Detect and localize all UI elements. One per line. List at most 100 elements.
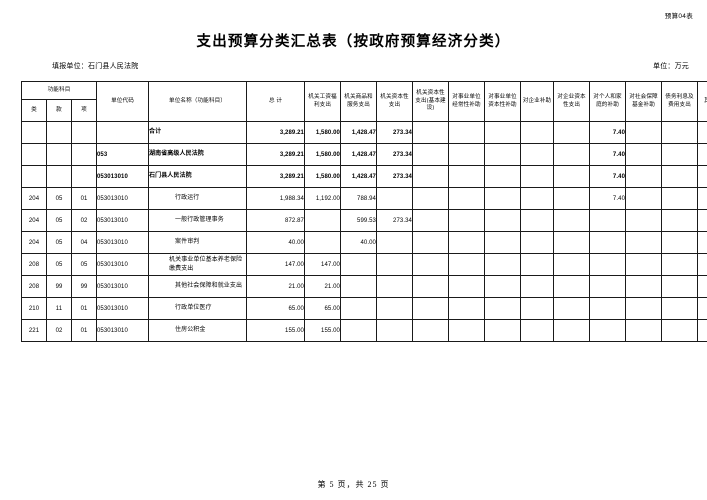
cell-c6 bbox=[484, 319, 521, 342]
table-row: 053 湖南省高级人民法院 3,289.21 1,580.00 1,428.47 273.… bbox=[21, 143, 707, 166]
cell-c5 bbox=[448, 253, 485, 276]
cell-c10 bbox=[625, 231, 662, 254]
cell-unit_code: 053013010 bbox=[96, 319, 149, 342]
th-functional-subject-group: 功能科目 bbox=[21, 81, 97, 100]
cell-c4 bbox=[412, 165, 449, 188]
cell-c8 bbox=[553, 165, 590, 188]
cell-unit_name: 一般行政管理事务 bbox=[148, 209, 247, 232]
cell-c3: 273.34 bbox=[376, 209, 413, 232]
cell-kuan: 11 bbox=[46, 297, 72, 320]
cell-c4 bbox=[412, 143, 449, 166]
reporting-unit-label: 填报单位：石门县人民法院 bbox=[52, 63, 139, 70]
cell-total: 155.00 bbox=[246, 319, 305, 342]
table-row: 208 05 05 053013010 机关事业单位基本养老保险缴费支出 147.00 14… bbox=[21, 253, 707, 276]
cell-xiang: 01 bbox=[71, 297, 97, 320]
cell-c3 bbox=[376, 297, 413, 320]
cell-c5 bbox=[448, 319, 485, 342]
cell-c2: 1,428.47 bbox=[340, 143, 377, 166]
cell-lei bbox=[21, 121, 47, 144]
cell-lei: 204 bbox=[21, 231, 47, 254]
cell-c6 bbox=[484, 121, 521, 144]
page-title: 支出预算分类汇总表（按政府预算经济分类） bbox=[196, 34, 511, 50]
cell-c4 bbox=[412, 231, 449, 254]
table-head: 功能科目 单位代码 单位名称（功能科目） 总 计 机关工资福利支出 机关商品和服… bbox=[21, 81, 707, 122]
cell-c12 bbox=[697, 187, 707, 210]
cell-c8 bbox=[553, 275, 590, 298]
cell-c5 bbox=[448, 165, 485, 188]
cell-unit_code: 053013010 bbox=[96, 275, 149, 298]
th-goods-services: 机关商品和服务支出 bbox=[340, 81, 377, 122]
cell-total: 21.00 bbox=[246, 275, 305, 298]
cell-kuan: 05 bbox=[46, 209, 72, 232]
header-row-subject-codes: 类 款 项 bbox=[21, 99, 707, 122]
cell-total: 3,289.21 bbox=[246, 143, 305, 166]
cell-c4 bbox=[412, 121, 449, 144]
cell-lei: 208 bbox=[21, 253, 47, 276]
cell-kuan bbox=[46, 143, 72, 166]
th-unit-name: 单位名称（功能科目） bbox=[148, 81, 247, 122]
cell-c6 bbox=[484, 143, 521, 166]
cell-c3: 273.34 bbox=[376, 121, 413, 144]
th-total: 总 计 bbox=[246, 81, 305, 122]
cell-c10 bbox=[625, 319, 662, 342]
cell-unit_name: 石门县人民法院 bbox=[148, 165, 247, 188]
cell-c2: 40.00 bbox=[340, 231, 377, 254]
cell-c8 bbox=[553, 209, 590, 232]
cell-c9 bbox=[589, 231, 626, 254]
cell-c11 bbox=[661, 143, 698, 166]
cell-c12 bbox=[697, 319, 707, 342]
cell-c5 bbox=[448, 231, 485, 254]
table-body: 合计 3,289.21 1,580.00 1,428.47 273.34 7.40 053 湖… bbox=[21, 121, 707, 342]
cell-unit_code: 053013010 bbox=[96, 165, 149, 188]
cell-c12 bbox=[697, 165, 707, 188]
cell-c9 bbox=[589, 275, 626, 298]
cell-total: 147.00 bbox=[246, 253, 305, 276]
th-salary-benefits: 机关工资福利支出 bbox=[304, 81, 341, 122]
cell-c2: 1,428.47 bbox=[340, 165, 377, 188]
cell-c7 bbox=[520, 231, 554, 254]
amount-unit-label: 单位：万元 bbox=[653, 63, 689, 70]
th-debt-interest-expense: 债务利息及费用支出 bbox=[661, 81, 698, 122]
cell-c9 bbox=[589, 253, 626, 276]
cell-c3: 273.34 bbox=[376, 143, 413, 166]
cell-c10 bbox=[625, 187, 662, 210]
cell-c6 bbox=[484, 275, 521, 298]
cell-xiang: 99 bbox=[71, 275, 97, 298]
cell-unit_name: 合计 bbox=[148, 121, 247, 144]
cell-total: 65.00 bbox=[246, 297, 305, 320]
cell-kuan bbox=[46, 121, 72, 144]
cell-kuan: 05 bbox=[46, 231, 72, 254]
cell-unit_code: 053013010 bbox=[96, 209, 149, 232]
th-lei: 类 bbox=[21, 99, 47, 122]
cell-kuan: 05 bbox=[46, 187, 72, 210]
cell-total: 872.87 bbox=[246, 209, 305, 232]
cell-c10 bbox=[625, 209, 662, 232]
cell-c12 bbox=[697, 253, 707, 276]
cell-xiang: 04 bbox=[71, 231, 97, 254]
cell-unit_name: 住房公积金 bbox=[148, 319, 247, 342]
th-enterprise-capital-expenditure: 对企业资本性支出 bbox=[553, 81, 590, 122]
cell-kuan bbox=[46, 165, 72, 188]
cell-unit_name: 行政运行 bbox=[148, 187, 247, 210]
cell-xiang: 05 bbox=[71, 253, 97, 276]
meta-row: 填报单位：石门县人民法院 单位：万元 bbox=[0, 61, 707, 73]
cell-c4 bbox=[412, 275, 449, 298]
cell-c9 bbox=[589, 297, 626, 320]
cell-c9 bbox=[589, 319, 626, 342]
cell-c11 bbox=[661, 253, 698, 276]
cell-c8 bbox=[553, 297, 590, 320]
cell-c1 bbox=[304, 209, 341, 232]
th-unit-code: 单位代码 bbox=[96, 81, 149, 122]
cell-c5 bbox=[448, 187, 485, 210]
cell-total: 40.00 bbox=[246, 231, 305, 254]
cell-kuan: 99 bbox=[46, 275, 72, 298]
cell-c12 bbox=[697, 297, 707, 320]
cell-c8 bbox=[553, 121, 590, 144]
cell-c7 bbox=[520, 253, 554, 276]
cell-c7 bbox=[520, 297, 554, 320]
cell-c5 bbox=[448, 209, 485, 232]
cell-lei: 204 bbox=[21, 187, 47, 210]
cell-c12 bbox=[697, 209, 707, 232]
cell-unit_name: 其他社会保障和就业支出 bbox=[148, 275, 247, 298]
cell-c5 bbox=[448, 143, 485, 166]
